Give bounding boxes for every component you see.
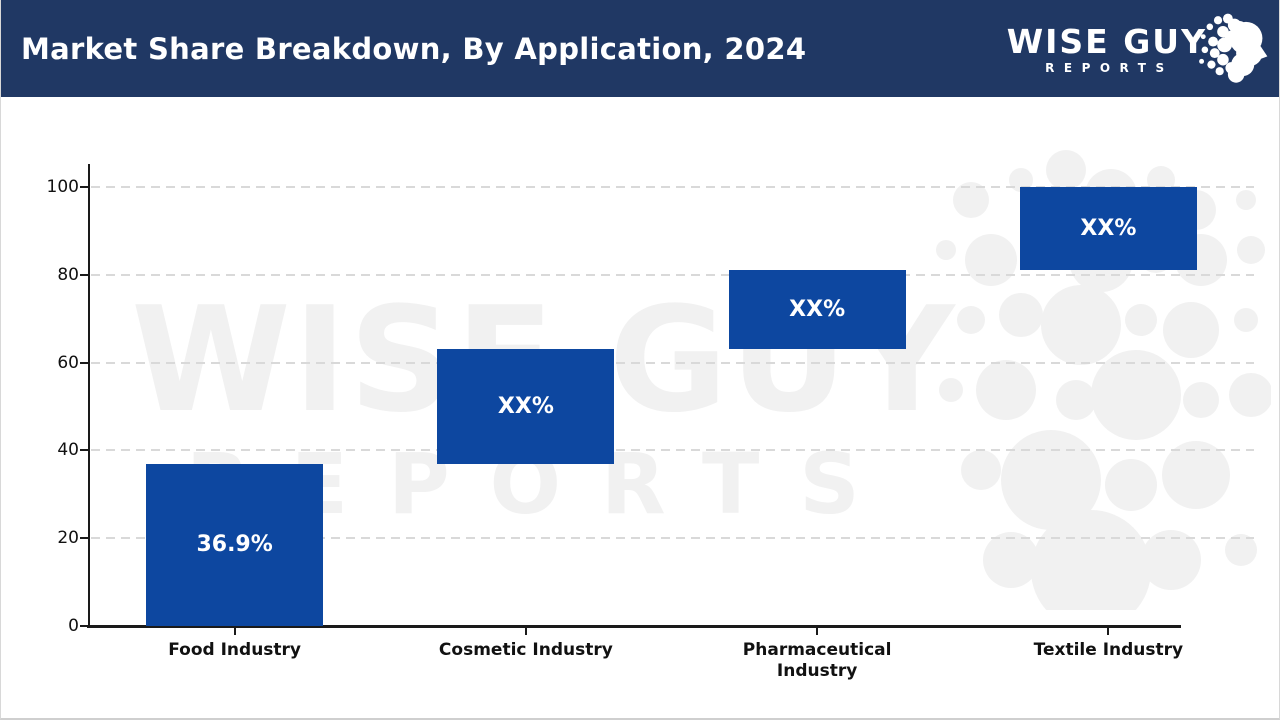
gridline-40 [91, 449, 1254, 452]
bar-value-label-pharmaceutical-industry: XX% [789, 297, 846, 323]
y-tick-label-20: 20 [57, 528, 79, 549]
y-tick-60 [80, 361, 89, 364]
logo-text: WISE GUY REPORTS [1007, 25, 1207, 74]
x-category-label-pharmaceutical-industry: Pharmaceutical Industry [742, 640, 892, 682]
x-tick-textile-industry [1107, 627, 1110, 635]
bar-pharmaceutical-industry: XX% [728, 270, 906, 350]
header-bar: Market Share Breakdown, By Application, … [1, 0, 1279, 97]
y-tick-label-80: 80 [57, 264, 79, 285]
gridline-60 [91, 361, 1254, 364]
logo-face-icon [1199, 13, 1268, 83]
y-tick-label-40: 40 [57, 440, 79, 461]
y-tick-40 [80, 449, 89, 452]
gridline-100 [91, 186, 1254, 188]
x-tick-pharmaceutical-industry [816, 627, 819, 635]
x-tick-food-industry [233, 627, 236, 635]
bar-value-label-cosmetic-industry: XX% [497, 394, 554, 420]
y-axis-line [88, 164, 90, 628]
y-tick-label-100: 100 [46, 177, 79, 197]
gridline-20 [91, 537, 1254, 540]
page-title: Market Share Breakdown, By Application, … [21, 31, 807, 66]
x-category-label-food-industry: Food Industry [168, 640, 302, 660]
y-tick-80 [80, 273, 89, 276]
bar-value-label-food-industry: 36.9% [196, 532, 273, 558]
bar-value-label-textile-industry: XX% [1080, 216, 1137, 242]
gridline-80 [91, 273, 1254, 276]
y-tick-label-60: 60 [57, 352, 79, 373]
y-tick-100 [80, 186, 89, 188]
x-category-label-textile-industry: Textile Industry [1033, 640, 1184, 660]
x-tick-cosmetic-industry [524, 627, 527, 635]
wiseguy-logo: WISE GUY REPORTS [1007, 8, 1269, 90]
x-axis-line [87, 625, 1181, 628]
y-tick-0 [80, 625, 89, 627]
x-category-label-cosmetic-industry: Cosmetic Industry [438, 640, 613, 660]
y-tick-label-0: 0 [68, 616, 79, 636]
bar-cosmetic-industry: XX% [437, 349, 615, 464]
logo-subtext: REPORTS [1045, 60, 1174, 75]
logo-wordmark: WISE GUY [1006, 21, 1207, 61]
bar-textile-industry: XX% [1019, 187, 1197, 271]
y-tick-20 [80, 537, 89, 540]
bar-food-industry: 36.9% [146, 464, 324, 626]
